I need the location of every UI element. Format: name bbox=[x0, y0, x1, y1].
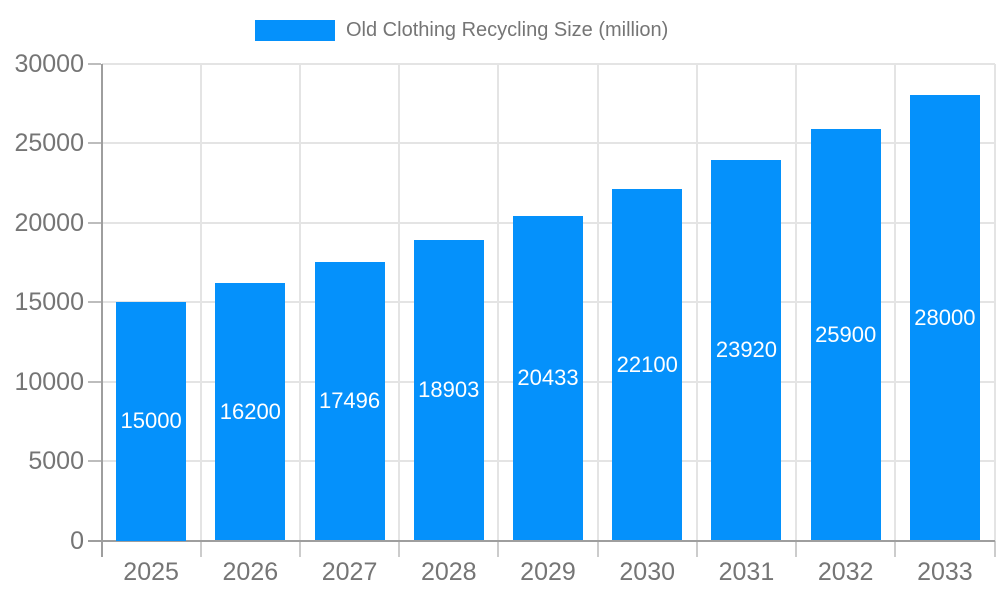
x-axis-label: 2030 bbox=[619, 557, 676, 586]
vertical-gridline bbox=[993, 63, 996, 541]
bar bbox=[215, 282, 286, 541]
y-axis-tick bbox=[88, 62, 101, 65]
bar-value-label: 23920 bbox=[715, 337, 778, 363]
bar-value-label: 15000 bbox=[120, 408, 182, 434]
bar-value-label: 20433 bbox=[517, 365, 579, 391]
bar-value-label: 18903 bbox=[418, 377, 480, 403]
y-axis-tick bbox=[88, 221, 101, 224]
bar-value-label: 16200 bbox=[219, 398, 281, 424]
y-axis-tick bbox=[88, 142, 101, 144]
bar bbox=[612, 189, 683, 541]
x-axis-tick bbox=[398, 540, 401, 557]
x-axis-tick bbox=[298, 540, 301, 557]
y-axis-label: 15000 bbox=[14, 288, 84, 316]
x-axis-tick bbox=[497, 540, 500, 557]
bar-value-label: 28000 bbox=[914, 304, 976, 330]
bar-value-label: 17496 bbox=[318, 388, 381, 414]
bar bbox=[314, 262, 385, 541]
bar-value-label: 25900 bbox=[815, 321, 877, 347]
x-axis-tick bbox=[993, 540, 996, 557]
x-axis-tick bbox=[695, 540, 698, 557]
bar bbox=[116, 302, 187, 541]
x-axis-label: 2028 bbox=[420, 557, 477, 586]
x-axis-tick bbox=[795, 540, 798, 557]
legend-swatch bbox=[255, 19, 335, 41]
x-axis-label: 2033 bbox=[917, 557, 973, 586]
x-axis-label: 2029 bbox=[520, 557, 576, 586]
y-axis-label: 0 bbox=[70, 526, 84, 555]
y-axis-label: 20000 bbox=[14, 208, 84, 237]
x-axis-tick bbox=[894, 540, 897, 557]
y-axis-tick bbox=[88, 380, 101, 383]
x-axis-line bbox=[88, 539, 995, 542]
x-axis-label: 2025 bbox=[123, 557, 179, 586]
x-axis-label: 2032 bbox=[817, 557, 874, 586]
horizontal-gridline bbox=[101, 142, 995, 144]
x-axis-tick bbox=[199, 540, 202, 557]
x-axis-label: 2031 bbox=[718, 557, 775, 586]
y-axis-label: 25000 bbox=[14, 129, 84, 157]
x-axis-label: 2027 bbox=[321, 557, 378, 586]
x-axis-tick bbox=[596, 540, 599, 557]
bar bbox=[413, 239, 484, 541]
y-axis-label: 30000 bbox=[14, 49, 84, 78]
bar bbox=[711, 160, 782, 541]
legend-label: Old Clothing Recycling Size (million) bbox=[346, 19, 669, 41]
y-axis-label: 5000 bbox=[28, 447, 84, 475]
x-axis-label: 2026 bbox=[222, 557, 279, 586]
y-axis-tick bbox=[88, 460, 101, 462]
y-axis-tick bbox=[88, 301, 101, 303]
bar-value-label: 22100 bbox=[616, 351, 678, 377]
horizontal-gridline bbox=[101, 62, 995, 65]
bar bbox=[810, 128, 881, 541]
y-axis-line bbox=[100, 63, 103, 557]
chart-legend: Old Clothing Recycling Size (million) bbox=[255, 19, 668, 41]
bar bbox=[513, 215, 583, 541]
y-axis-label: 10000 bbox=[14, 367, 84, 396]
bar bbox=[909, 95, 980, 541]
